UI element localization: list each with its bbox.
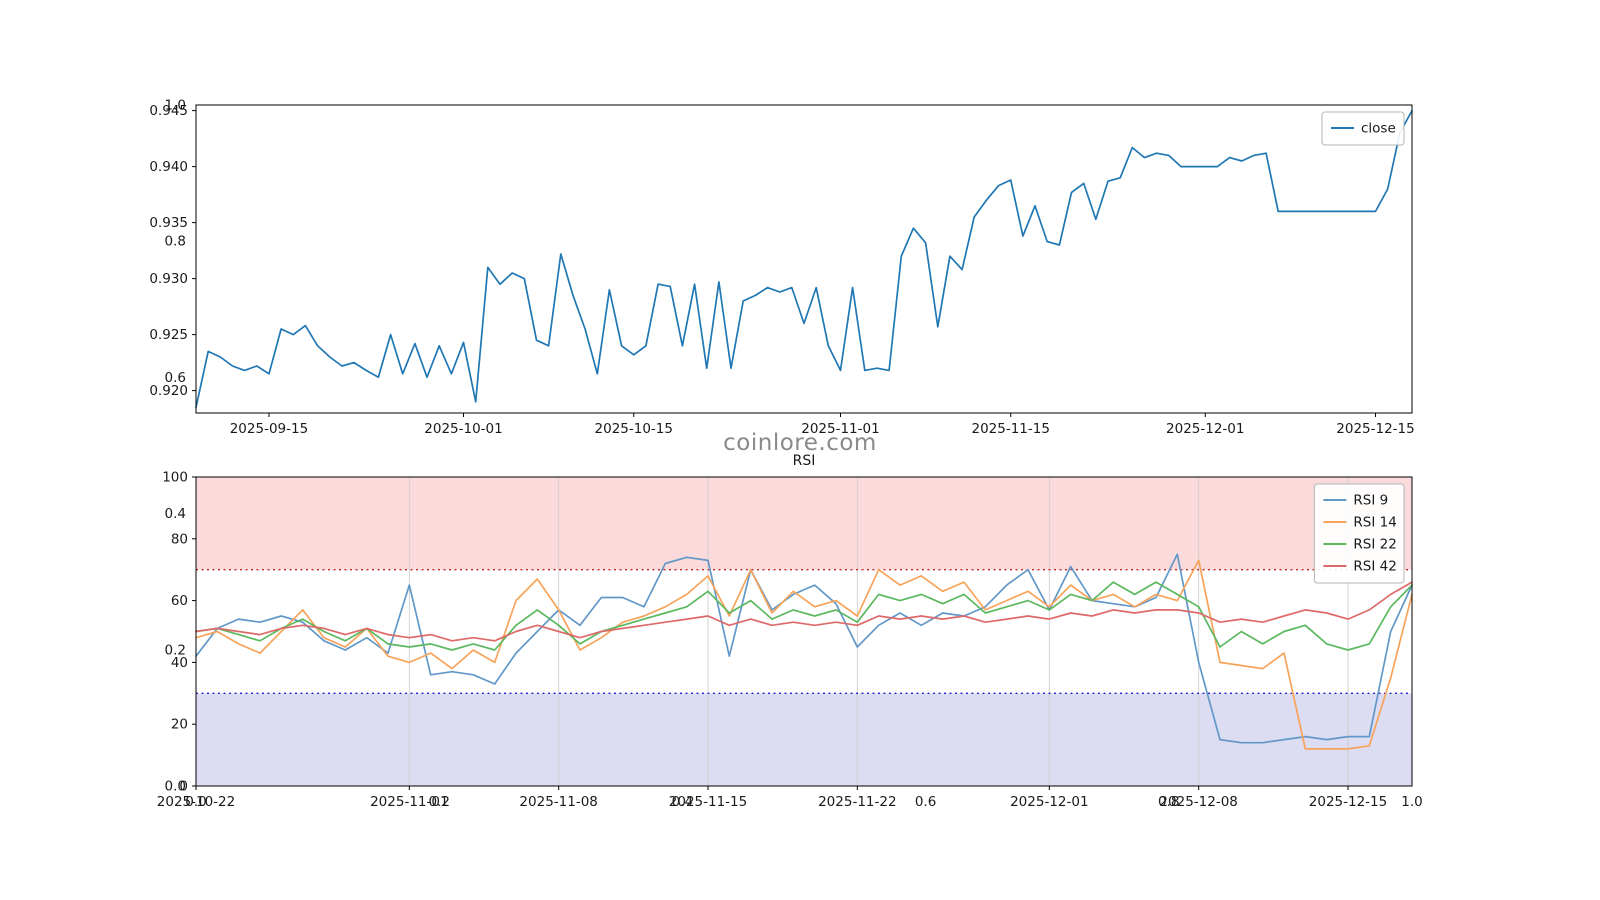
rsi-chart-title: RSI — [792, 453, 816, 469]
legend-label-rsi-42: RSI 42 — [1353, 559, 1396, 575]
x-tick-label: 2025-12-01 — [1010, 794, 1088, 810]
stray-left-axis-label: 0.6 — [165, 370, 186, 386]
y-tick-label: 20 — [171, 717, 188, 733]
y-tick-label: 0.935 — [149, 215, 188, 231]
x-tick-label: 2025-10-22 — [157, 794, 235, 810]
plot-border — [195, 104, 1413, 414]
series-rsi-9 — [195, 553, 1413, 744]
x-tick-label: 2025-09-15 — [230, 421, 308, 437]
stray-left-axis-label: 0.8 — [165, 234, 186, 250]
x-tick-label: 2025-11-22 — [818, 794, 896, 810]
band-overbought — [196, 477, 1412, 570]
stray-bottom-axis-label: 0.2 — [428, 794, 449, 810]
y-tick-label: 0.940 — [149, 159, 188, 175]
series-close — [195, 109, 1413, 409]
stray-bottom-axis-label: 0.0 — [185, 794, 206, 810]
y-tick-label: 0.945 — [149, 103, 188, 119]
legend-label-rsi-9: RSI 9 — [1353, 493, 1388, 509]
x-tick-label: 2025-12-08 — [1159, 794, 1237, 810]
plot-border — [195, 476, 1413, 787]
stray-bottom-axis-label: 1.0 — [1401, 794, 1422, 810]
x-tick-label: 2025-11-08 — [519, 794, 597, 810]
stray-left-axis-label: 0.0 — [165, 779, 186, 795]
y-tick-label: 60 — [171, 593, 188, 609]
legend-label-rsi-14: RSI 14 — [1353, 515, 1396, 531]
stray-left-axis-label: 1.0 — [165, 98, 186, 114]
y-tick-label: 100 — [162, 470, 188, 486]
series-rsi-14 — [195, 559, 1413, 750]
legend-label-rsi-22: RSI 22 — [1353, 537, 1396, 553]
x-tick-label: 2025-12-15 — [1336, 421, 1414, 437]
watermark: coinlore.com — [723, 430, 877, 456]
x-tick-label: 2025-11-15 — [669, 794, 747, 810]
x-tick-label: 2025-12-01 — [1166, 421, 1244, 437]
legend-label-close: close — [1361, 121, 1396, 137]
y-tick-label: 0.925 — [149, 327, 188, 343]
y-tick-label: 80 — [171, 531, 188, 547]
y-tick-label: 0.930 — [149, 271, 188, 287]
legend-box — [1313, 483, 1405, 584]
y-tick-label: 40 — [171, 655, 188, 671]
y-tick-label: 0.920 — [149, 383, 188, 399]
y-tick-label: 0 — [179, 779, 188, 795]
x-tick-label: 2025-11-01 — [370, 794, 448, 810]
stray-bottom-axis-label: 0.8 — [1158, 794, 1179, 810]
x-tick-label: 2025-12-15 — [1309, 794, 1387, 810]
stray-bottom-axis-label: 0.4 — [672, 794, 693, 810]
stray-left-axis-label: 0.2 — [165, 642, 186, 658]
series-rsi-42 — [195, 581, 1413, 642]
stray-left-axis-label: 0.4 — [165, 506, 186, 522]
x-tick-label: 2025-10-15 — [595, 421, 673, 437]
band-oversold — [196, 693, 1412, 786]
series-rsi-22 — [195, 581, 1413, 651]
x-tick-label: 2025-10-01 — [424, 421, 502, 437]
stray-bottom-axis-label: 0.6 — [915, 794, 936, 810]
x-tick-label: 2025-11-15 — [971, 421, 1049, 437]
legend-box — [1321, 111, 1405, 146]
x-tick-label: 2025-11-01 — [801, 421, 879, 437]
